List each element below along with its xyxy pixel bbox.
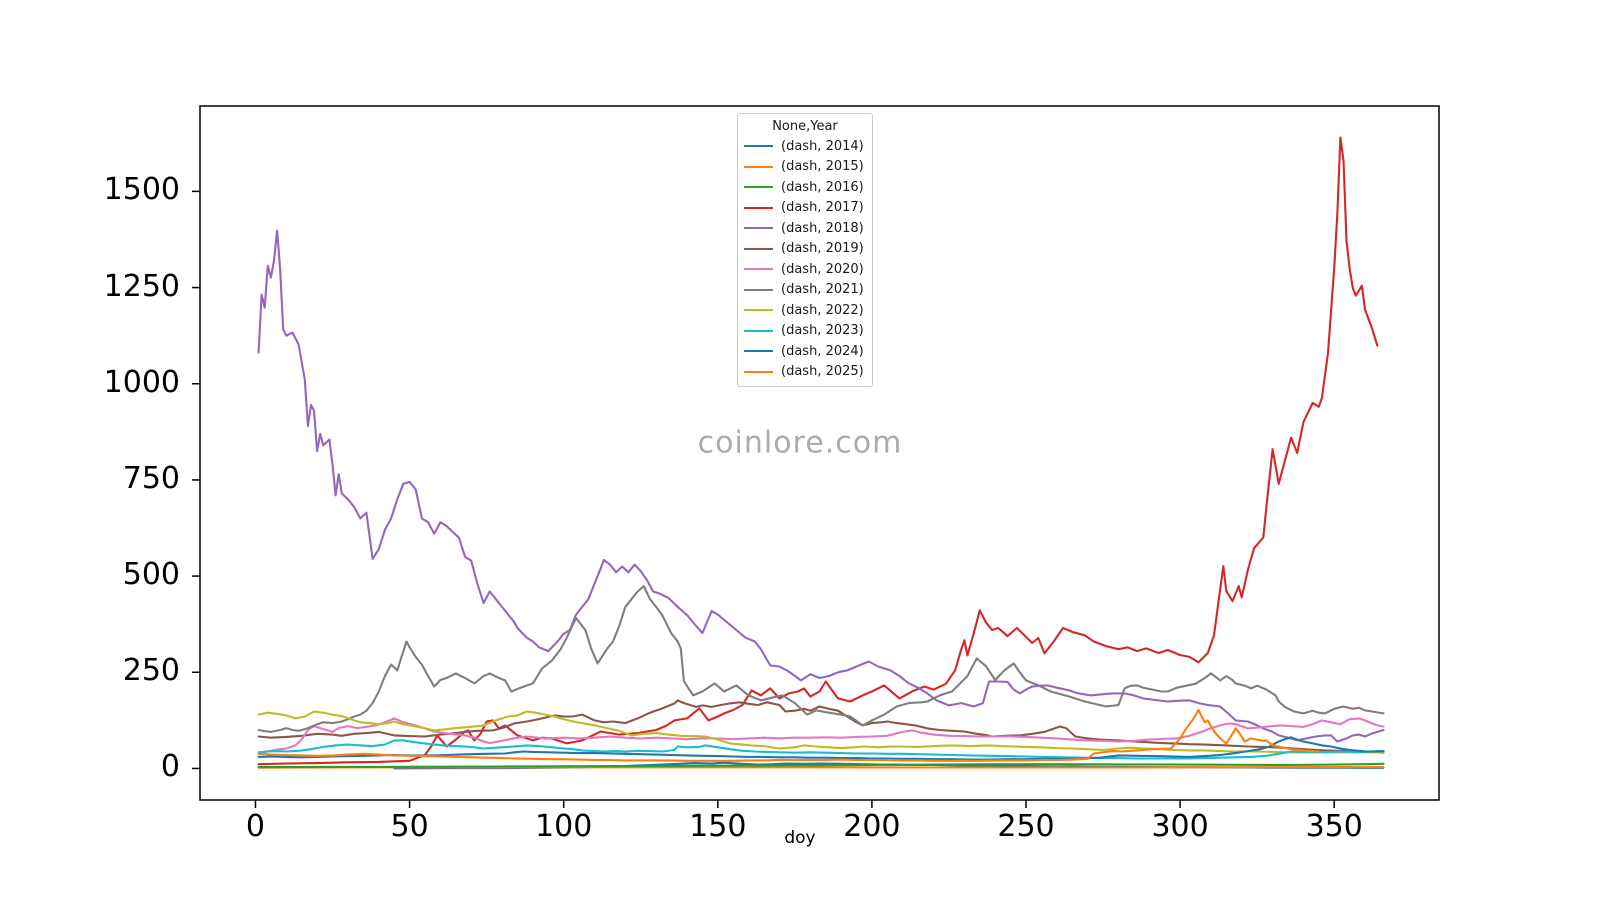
legend-label: (dash, 2024) [781, 343, 864, 359]
legend-row-dash2015: (dash, 2015) [744, 157, 866, 178]
plot-frame [199, 105, 1440, 801]
legend-line-swatch [744, 370, 773, 373]
x-tick-label-50: 50 [390, 809, 429, 844]
legend-line-swatch [744, 329, 773, 332]
legend-row-dash2025: (dash, 2025) [744, 362, 866, 383]
legend-row-dash2016: (dash, 2016) [744, 177, 866, 198]
legend-line-swatch [744, 186, 773, 189]
legend-label: (dash, 2025) [781, 364, 864, 380]
legend-label: (dash, 2022) [781, 302, 864, 318]
x-tick-label-250: 250 [997, 809, 1055, 844]
legend-row-dash2017: (dash, 2017) [744, 198, 866, 219]
legend-label: (dash, 2015) [781, 159, 864, 175]
legend-row-dash2024: (dash, 2024) [744, 341, 866, 362]
y-tick-label-1500: 1500 [103, 172, 180, 208]
series-line-dash2021 [257, 585, 1385, 733]
legend-row-dash2019: (dash, 2019) [744, 239, 866, 260]
series-line-dash2018 [257, 229, 1385, 743]
legend-box: None,Year (dash, 2014) (dash, 2015) (dash,… [737, 113, 873, 387]
legend-row-dash2018: (dash, 2018) [744, 218, 866, 239]
legend-line-swatch [744, 145, 773, 148]
x-tick-label-300: 300 [1151, 809, 1209, 844]
series-line-dash2017 [257, 136, 1379, 766]
legend-entries: (dash, 2014) (dash, 2015) (dash, 2016) (das… [744, 136, 866, 382]
legend-title: None,Year [772, 119, 838, 134]
legend-label: (dash, 2019) [781, 241, 864, 257]
y-tick-label-1000: 1000 [103, 364, 180, 400]
legend-line-swatch [744, 247, 773, 250]
legend-label: (dash, 2017) [781, 200, 864, 216]
legend-line-swatch [744, 206, 773, 209]
x-tick-label-150: 150 [689, 809, 747, 844]
watermark-text: coinlore.com [697, 425, 903, 461]
legend-row-dash2020: (dash, 2020) [744, 259, 866, 280]
legend-line-swatch [744, 309, 773, 312]
legend-label: (dash, 2020) [781, 261, 864, 277]
legend-label: (dash, 2016) [781, 179, 864, 195]
legend-line-swatch [744, 227, 773, 230]
legend-label: (dash, 2023) [781, 323, 864, 339]
y-tick-label-250: 250 [122, 653, 180, 689]
x-axis-label: doy [784, 828, 816, 848]
x-tick-label-200: 200 [843, 809, 901, 844]
y-tick-label-1250: 1250 [103, 268, 180, 304]
legend-row-dash2021: (dash, 2021) [744, 280, 866, 301]
legend-label: (dash, 2021) [781, 282, 864, 298]
series-line-dash2024 [257, 736, 1385, 761]
legend-line-swatch [744, 288, 773, 291]
legend-line-swatch [744, 350, 773, 353]
series-line-dash2019 [257, 699, 1385, 754]
series-line-dash2020 [257, 717, 1385, 754]
legend-label: (dash, 2014) [781, 138, 864, 154]
series-line-dash2016 [257, 762, 1385, 769]
y-tick-label-0: 0 [160, 749, 180, 785]
legend-row-dash2022: (dash, 2022) [744, 300, 866, 321]
legend-line-swatch [744, 268, 773, 271]
x-tick-label-350: 350 [1305, 809, 1363, 844]
y-tick-label-750: 750 [122, 460, 180, 496]
legend-line-swatch [744, 165, 773, 168]
y-tick-label-500: 500 [122, 557, 180, 593]
legend-label: (dash, 2018) [781, 220, 864, 236]
series-line-dash2025 [257, 708, 1320, 762]
series-line-dash2022 [257, 710, 1385, 754]
legend-row-dash2014: (dash, 2014) [744, 136, 866, 157]
legend-row-dash2023: (dash, 2023) [744, 321, 866, 342]
series-line-dash2023 [257, 739, 1385, 760]
x-tick-label-100: 100 [535, 809, 593, 844]
x-tick-label-0: 0 [245, 809, 266, 844]
